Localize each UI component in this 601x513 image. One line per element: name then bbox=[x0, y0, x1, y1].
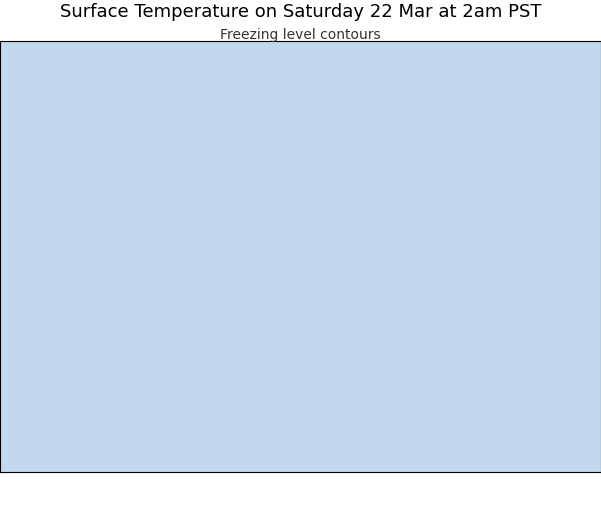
Text: Surface Temperature on Saturday 22 Mar at 2am PST: Surface Temperature on Saturday 22 Mar a… bbox=[59, 3, 542, 21]
Text: Freezing level contours: Freezing level contours bbox=[220, 28, 381, 42]
